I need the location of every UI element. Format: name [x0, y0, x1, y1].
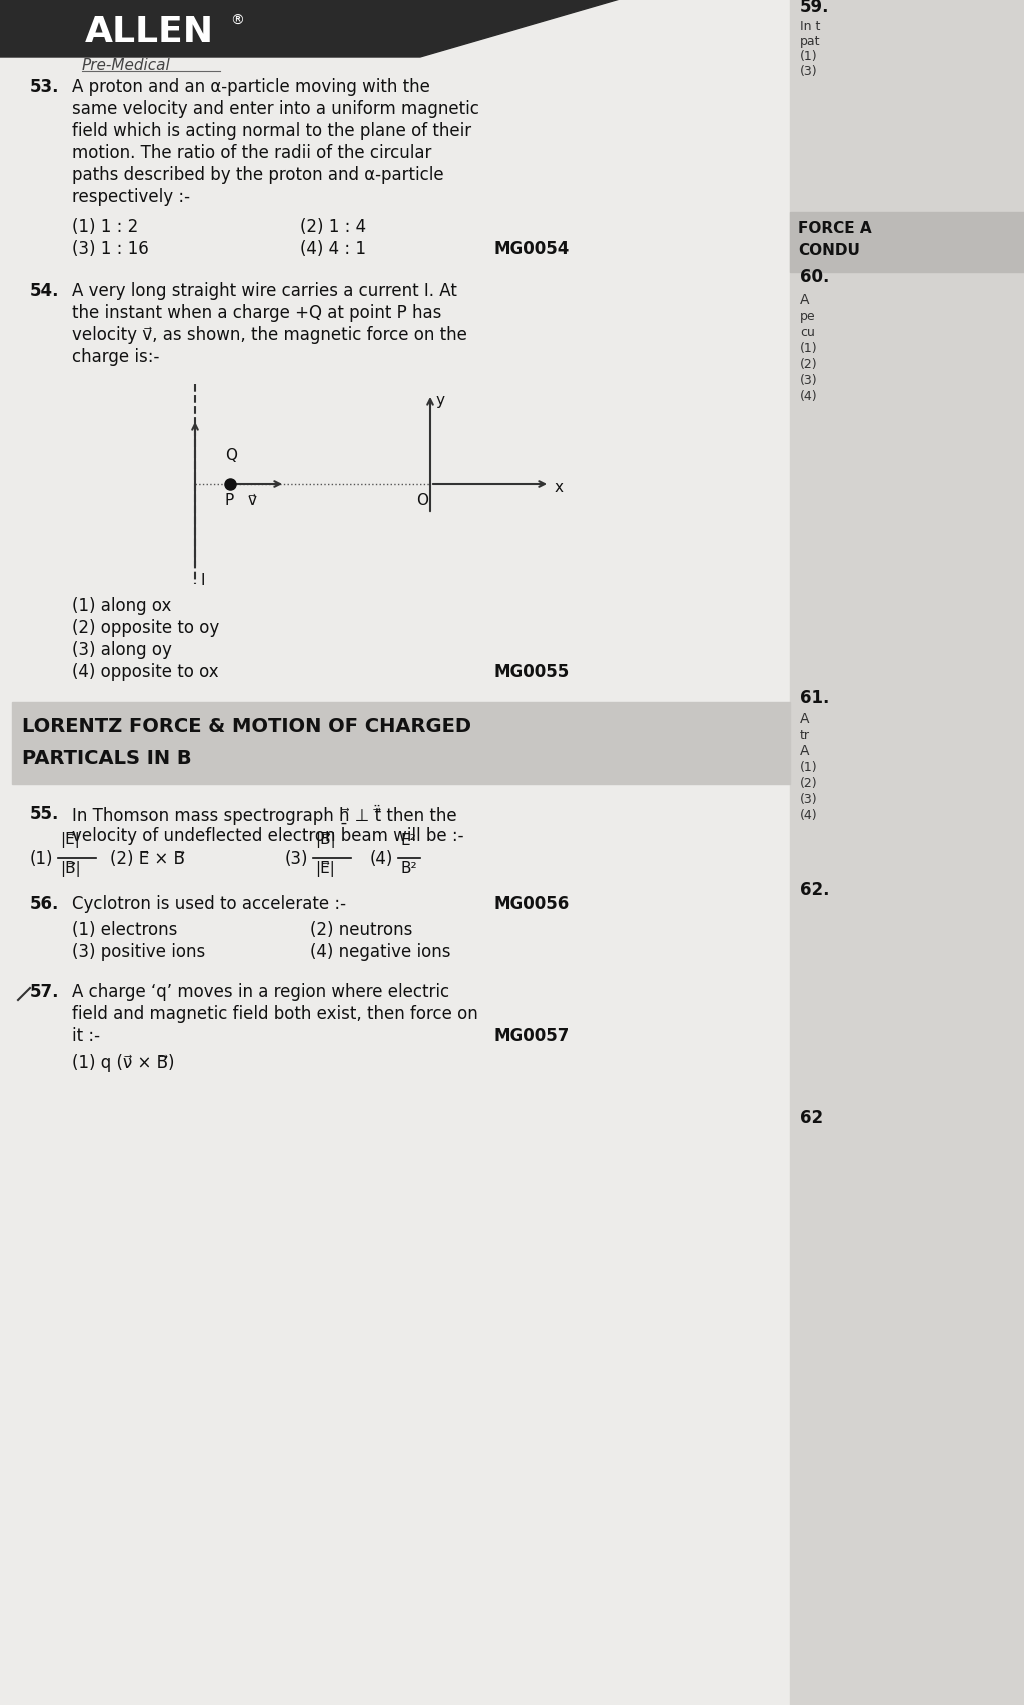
Text: field which is acting normal to the plane of their: field which is acting normal to the plan…	[72, 123, 471, 140]
Text: In t: In t	[800, 20, 820, 32]
Text: ALLEN: ALLEN	[85, 15, 214, 49]
Text: (1) electrons: (1) electrons	[72, 921, 177, 938]
Text: (2) E⃗ × B⃗: (2) E⃗ × B⃗	[110, 849, 185, 868]
Text: (4) negative ions: (4) negative ions	[310, 943, 451, 960]
Text: y: y	[435, 392, 444, 407]
Text: (1): (1)	[800, 341, 817, 355]
Text: 57.: 57.	[30, 982, 59, 1001]
Text: 62.: 62.	[800, 880, 829, 899]
Text: (2) neutrons: (2) neutrons	[310, 921, 413, 938]
Text: it :-: it :-	[72, 1026, 100, 1045]
Text: 53.: 53.	[30, 78, 59, 95]
Text: motion. The ratio of the radii of the circular: motion. The ratio of the radii of the ci…	[72, 143, 431, 162]
Text: |B⃗|: |B⃗|	[315, 832, 336, 847]
Text: In Thomson mass spectrograph ẖ⃗ ⊥ ẗ⃗ then the: In Thomson mass spectrograph ẖ⃗ ⊥ ẗ⃗ the…	[72, 805, 457, 825]
Text: (1): (1)	[800, 49, 817, 63]
Text: 62: 62	[800, 1108, 823, 1127]
Text: pat: pat	[800, 36, 820, 48]
Text: (4): (4)	[800, 390, 817, 402]
Text: (2) 1 : 4: (2) 1 : 4	[300, 218, 367, 235]
Text: (1) along ox: (1) along ox	[72, 597, 171, 614]
Text: velocity v⃗, as shown, the magnetic force on the: velocity v⃗, as shown, the magnetic forc…	[72, 326, 467, 344]
Text: (4): (4)	[370, 849, 393, 868]
Text: (1): (1)	[800, 760, 817, 774]
Text: (2): (2)	[800, 776, 817, 789]
Text: 59.: 59.	[800, 0, 829, 15]
Text: O: O	[416, 493, 428, 508]
Text: PARTICALS IN B: PARTICALS IN B	[22, 748, 191, 767]
Text: Pre-Medical: Pre-Medical	[82, 58, 171, 73]
Text: charge is:-: charge is:-	[72, 348, 160, 367]
Bar	[790, 0, 1024, 1705]
Text: (3) along oy: (3) along oy	[72, 641, 172, 658]
Text: MG0057: MG0057	[494, 1026, 570, 1045]
Text: tr: tr	[800, 728, 810, 742]
Text: v⃗: v⃗	[248, 493, 257, 508]
Text: Q: Q	[225, 448, 237, 462]
Text: 56.: 56.	[30, 895, 59, 912]
Text: velocity of undeflected electron beam will be :-: velocity of undeflected electron beam wi…	[72, 827, 464, 844]
Text: E²: E²	[400, 832, 416, 847]
Text: the instant when a charge +Q at point P has: the instant when a charge +Q at point P …	[72, 303, 441, 322]
Text: 61.: 61.	[800, 689, 829, 706]
Text: |E⃗|: |E⃗|	[60, 832, 80, 847]
Text: pe: pe	[800, 310, 816, 322]
Text: MG0055: MG0055	[494, 663, 570, 680]
Text: I: I	[201, 573, 206, 588]
Text: (4): (4)	[800, 808, 817, 822]
Text: A very long straight wire carries a current I. At: A very long straight wire carries a curr…	[72, 281, 457, 300]
Text: (2): (2)	[800, 358, 817, 370]
Text: (4) opposite to ox: (4) opposite to ox	[72, 663, 219, 680]
Text: paths described by the proton and α-particle: paths described by the proton and α-part…	[72, 165, 443, 184]
Text: (3): (3)	[285, 849, 308, 868]
Text: 55.: 55.	[30, 805, 59, 822]
Bar	[12, 702, 790, 784]
Text: (3): (3)	[800, 65, 817, 78]
Text: P: P	[225, 493, 234, 508]
Text: CONDU: CONDU	[798, 242, 860, 257]
Text: (3): (3)	[800, 373, 817, 387]
Text: (1) 1 : 2: (1) 1 : 2	[72, 218, 138, 235]
Text: (3) 1 : 16: (3) 1 : 16	[72, 240, 148, 257]
Text: (4) 4 : 1: (4) 4 : 1	[300, 240, 366, 257]
Text: MG0056: MG0056	[494, 895, 570, 912]
Text: FORCE A: FORCE A	[798, 222, 871, 235]
Text: (2) opposite to oy: (2) opposite to oy	[72, 619, 219, 636]
Text: Cyclotron is used to accelerate :-: Cyclotron is used to accelerate :-	[72, 895, 346, 912]
Text: x: x	[555, 479, 564, 494]
Text: field and magnetic field both exist, then force on: field and magnetic field both exist, the…	[72, 1004, 478, 1023]
Text: A: A	[800, 743, 810, 757]
Text: cu: cu	[800, 326, 815, 339]
Text: A: A	[800, 293, 810, 307]
Text: (3): (3)	[800, 793, 817, 805]
Text: 54.: 54.	[30, 281, 59, 300]
Polygon shape	[0, 0, 620, 58]
Text: same velocity and enter into a uniform magnetic: same velocity and enter into a uniform m…	[72, 101, 479, 118]
Text: A: A	[800, 711, 810, 726]
Text: (1) q (ν⃗ × B⃗): (1) q (ν⃗ × B⃗)	[72, 1054, 174, 1071]
Text: (1): (1)	[30, 849, 53, 868]
Text: 60.: 60.	[800, 268, 829, 286]
Bar	[790, 213, 1024, 273]
Text: |E⃗|: |E⃗|	[315, 861, 335, 876]
Text: A proton and an α-particle moving with the: A proton and an α-particle moving with t…	[72, 78, 430, 95]
Text: LORENTZ FORCE & MOTION OF CHARGED: LORENTZ FORCE & MOTION OF CHARGED	[22, 716, 471, 735]
Text: A charge ‘q’ moves in a region where electric: A charge ‘q’ moves in a region where ele…	[72, 982, 450, 1001]
Text: B²: B²	[400, 861, 417, 875]
Text: ®: ®	[230, 14, 244, 27]
Text: (3) positive ions: (3) positive ions	[72, 943, 205, 960]
Text: |B⃗|: |B⃗|	[60, 861, 81, 876]
Text: MG0054: MG0054	[494, 240, 570, 257]
Text: respectively :-: respectively :-	[72, 188, 190, 206]
